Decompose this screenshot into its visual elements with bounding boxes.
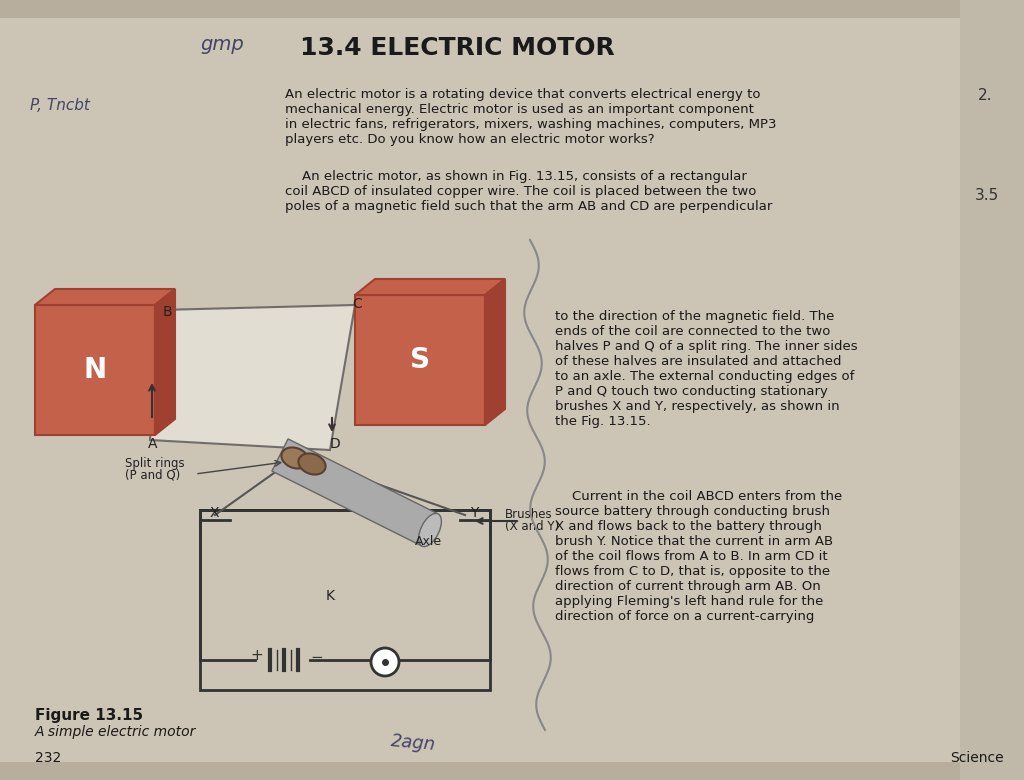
Text: gmp: gmp: [200, 35, 244, 54]
Text: (P and Q): (P and Q): [125, 468, 180, 481]
Text: S: S: [410, 346, 430, 374]
Ellipse shape: [419, 513, 441, 547]
Text: Figure 13.15: Figure 13.15: [35, 708, 143, 723]
Text: D: D: [330, 437, 341, 451]
Text: Y: Y: [470, 506, 478, 520]
Polygon shape: [485, 279, 505, 425]
Text: to the direction of the magnetic field. The
ends of the coil are connected to th: to the direction of the magnetic field. …: [555, 310, 858, 428]
Polygon shape: [355, 279, 505, 295]
Bar: [0, 0, 1024, 18]
Text: 2agn: 2agn: [390, 732, 436, 754]
Polygon shape: [35, 289, 175, 305]
Ellipse shape: [282, 448, 308, 469]
Text: 3.5: 3.5: [975, 188, 999, 203]
Text: (X and Y): (X and Y): [505, 520, 559, 533]
Text: C: C: [352, 297, 361, 311]
Text: +: +: [250, 648, 263, 663]
Text: N: N: [83, 356, 106, 384]
Text: $-$: $-$: [310, 648, 324, 663]
Text: A: A: [148, 437, 158, 451]
Bar: [200, 510, 490, 690]
Text: A simple electric motor: A simple electric motor: [35, 725, 197, 739]
Polygon shape: [35, 305, 155, 435]
Text: Brushes: Brushes: [505, 508, 553, 521]
Text: 13.4 ELECTRIC MOTOR: 13.4 ELECTRIC MOTOR: [300, 36, 614, 60]
Bar: [961, 0, 1024, 780]
Polygon shape: [150, 305, 355, 450]
Text: P, Tncbt: P, Tncbt: [30, 98, 90, 113]
Polygon shape: [272, 439, 438, 546]
Text: X: X: [210, 506, 219, 520]
Text: Science: Science: [950, 751, 1004, 765]
Polygon shape: [355, 295, 485, 425]
Ellipse shape: [298, 453, 326, 474]
Text: B: B: [163, 305, 173, 319]
Circle shape: [371, 648, 399, 676]
Text: An electric motor is a rotating device that converts electrical energy to
mechan: An electric motor is a rotating device t…: [285, 88, 776, 146]
Text: 2.: 2.: [978, 88, 992, 103]
Bar: [0, 762, 1024, 780]
Text: Split rings: Split rings: [125, 457, 184, 470]
Text: K: K: [326, 589, 335, 603]
Text: Axle: Axle: [415, 535, 442, 548]
Text: An electric motor, as shown in Fig. 13.15, consists of a rectangular
coil ABCD o: An electric motor, as shown in Fig. 13.1…: [285, 170, 772, 213]
Text: Current in the coil ABCD enters from the
source battery through conducting brush: Current in the coil ABCD enters from the…: [555, 490, 843, 623]
Polygon shape: [155, 289, 175, 435]
Text: 232: 232: [35, 751, 61, 765]
